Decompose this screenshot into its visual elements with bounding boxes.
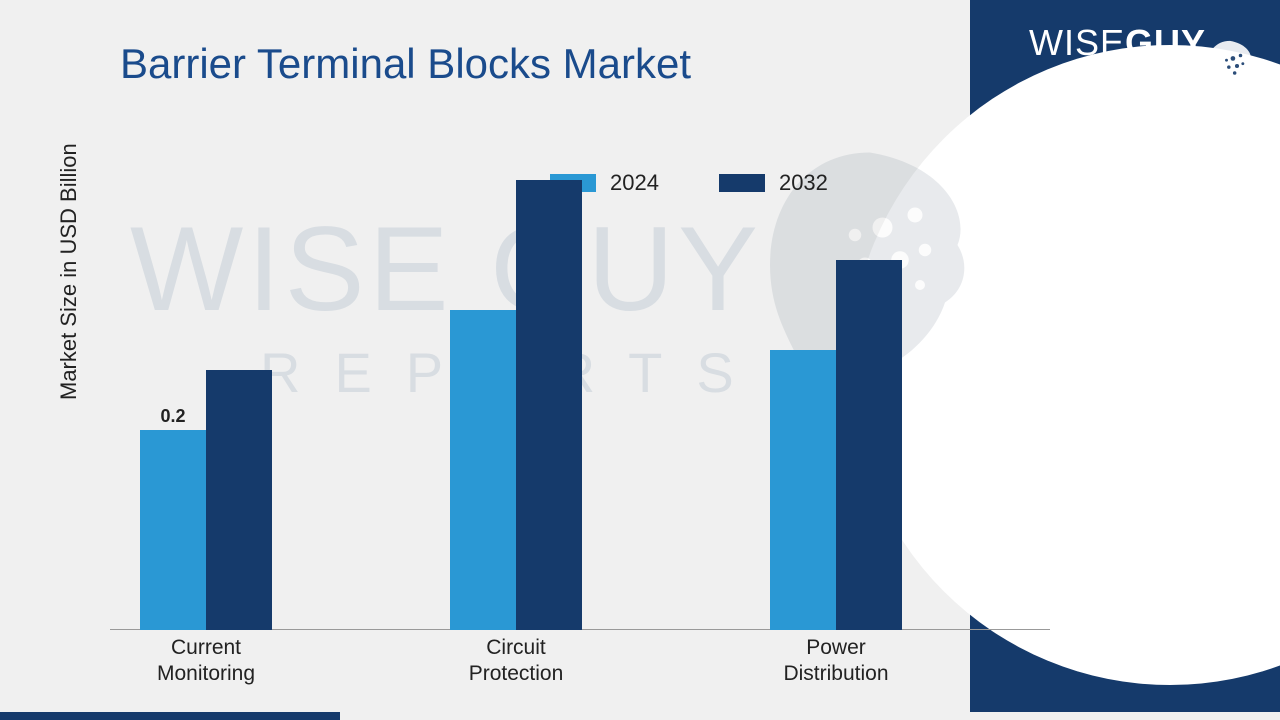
bar-group	[450, 180, 582, 630]
x-tick-label: PowerDistribution	[736, 635, 936, 688]
bar	[450, 310, 516, 630]
legend-swatch	[719, 174, 765, 192]
bar	[836, 260, 902, 630]
brand-word-2: GUY	[1125, 22, 1206, 63]
page-title: Barrier Terminal Blocks Market	[120, 40, 691, 88]
bar: 0.2	[140, 430, 206, 630]
bar	[516, 180, 582, 630]
brand-sub: REPORTS	[1029, 62, 1206, 78]
legend-label: 2024	[610, 170, 659, 196]
chart-area: 0.2	[110, 210, 1050, 630]
legend-label: 2032	[779, 170, 828, 196]
bar-group	[770, 260, 902, 630]
footer-bar	[0, 712, 340, 720]
legend-item: 2032	[719, 170, 828, 196]
brand-word-1: WISE	[1029, 22, 1125, 63]
page: WISE GUY REPORTS Barrier Terminal Blocks…	[0, 0, 1280, 720]
brand-logo: WISEGUY REPORTS	[1079, 22, 1256, 78]
bar-group: 0.2	[140, 370, 272, 630]
brand-head-icon	[1200, 38, 1260, 108]
bar-value-label: 0.2	[140, 406, 206, 427]
bar	[770, 350, 836, 630]
bar	[206, 370, 272, 630]
x-tick-label: CurrentMonitoring	[106, 635, 306, 688]
legend: 2024 2032	[550, 170, 828, 196]
brand-main: WISEGUY	[1029, 22, 1206, 64]
y-axis-label: Market Size in USD Billion	[56, 143, 82, 400]
x-tick-label: CircuitProtection	[416, 635, 616, 688]
